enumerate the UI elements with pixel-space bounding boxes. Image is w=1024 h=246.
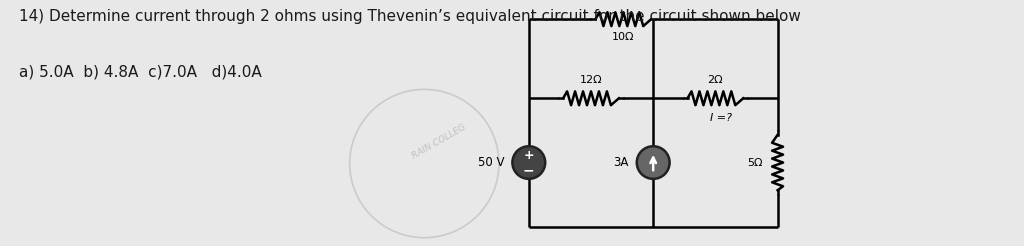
Text: +: +	[523, 149, 535, 162]
Text: 10Ω: 10Ω	[612, 32, 635, 42]
Circle shape	[637, 146, 670, 179]
Text: 50 V: 50 V	[478, 156, 505, 169]
Circle shape	[512, 146, 545, 179]
Text: 2Ω: 2Ω	[708, 76, 723, 85]
Text: 5Ω: 5Ω	[748, 157, 763, 168]
Text: a) 5.0A  b) 4.8A  c)7.0A   d)4.0A: a) 5.0A b) 4.8A c)7.0A d)4.0A	[19, 65, 262, 80]
Text: 12Ω: 12Ω	[580, 76, 602, 85]
Text: 14) Determine current through 2 ohms using Thevenin’s equivalent circuit for the: 14) Determine current through 2 ohms usi…	[19, 9, 801, 24]
Text: RAIN COLLEG: RAIN COLLEG	[411, 123, 468, 161]
Text: 3A: 3A	[613, 156, 629, 169]
Text: I =?: I =?	[711, 113, 732, 123]
Text: −: −	[523, 163, 535, 177]
